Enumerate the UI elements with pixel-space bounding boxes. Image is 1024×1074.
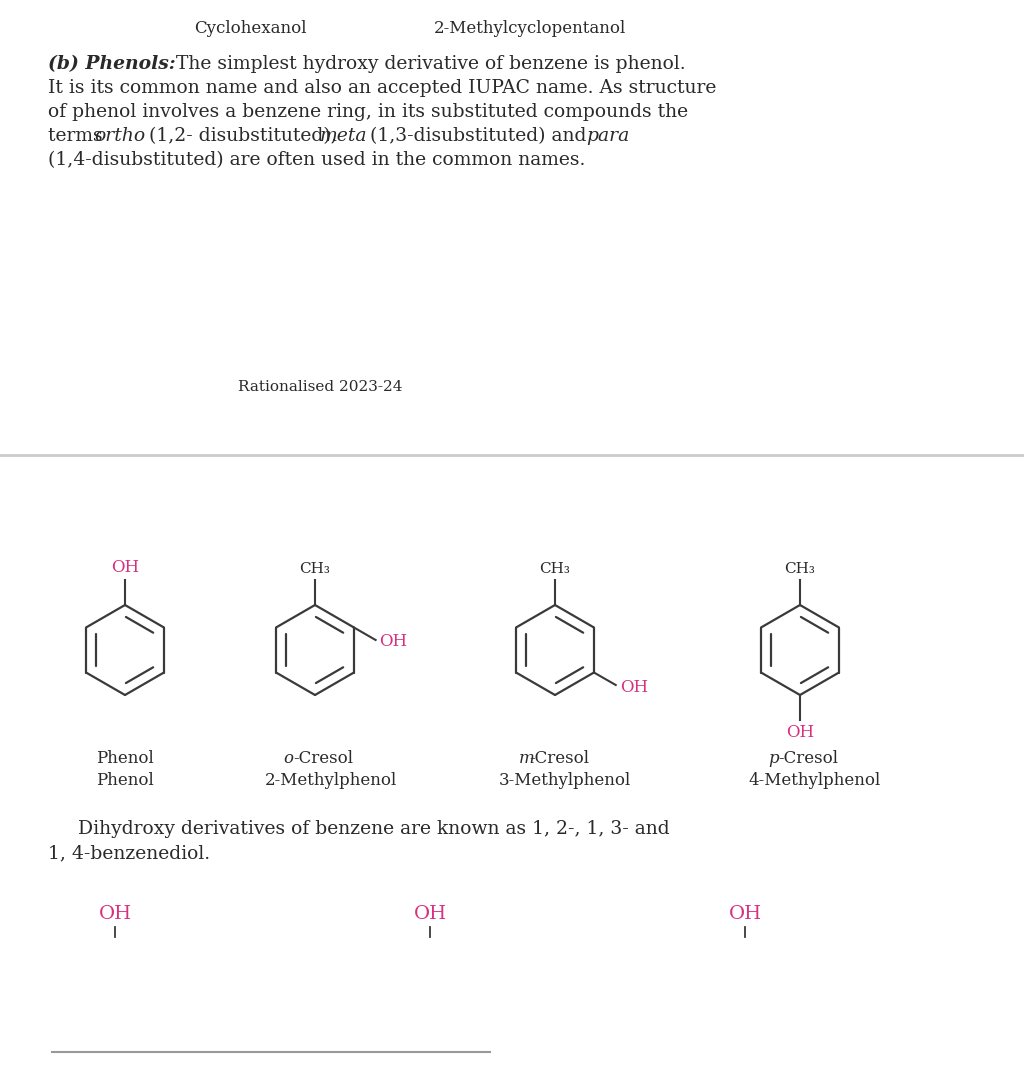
Text: p: p (768, 750, 778, 767)
Text: of phenol involves a benzene ring, in its substituted compounds the: of phenol involves a benzene ring, in it… (48, 103, 688, 121)
Text: (1,4-disubstituted) are often used in the common names.: (1,4-disubstituted) are often used in th… (48, 151, 586, 169)
Text: -Cresol: -Cresol (778, 750, 838, 767)
Text: (1,2- disubstituted),: (1,2- disubstituted), (143, 127, 343, 145)
Text: Phenol: Phenol (96, 772, 154, 789)
Text: 3-Methylphenol: 3-Methylphenol (499, 772, 631, 789)
Text: OH: OH (414, 905, 446, 923)
Text: OH: OH (111, 558, 139, 576)
Text: (1,3-disubstituted) and: (1,3-disubstituted) and (364, 127, 592, 145)
Text: Cyclohexanol: Cyclohexanol (194, 20, 306, 37)
Text: OH: OH (786, 724, 814, 741)
Text: OH: OH (728, 905, 762, 923)
Text: 4-Methylphenol: 4-Methylphenol (748, 772, 881, 789)
Text: CH₃: CH₃ (540, 562, 570, 576)
Text: OH: OH (620, 679, 648, 696)
Text: Rationalised 2023-24: Rationalised 2023-24 (238, 380, 402, 394)
Text: (b) Phenols:: (b) Phenols: (48, 55, 176, 73)
Text: m: m (519, 750, 535, 767)
Text: terms: terms (48, 127, 109, 145)
Text: CH₃: CH₃ (300, 562, 331, 576)
Text: para: para (586, 127, 630, 145)
Text: The simplest hydroxy derivative of benzene is phenol.: The simplest hydroxy derivative of benze… (176, 55, 686, 73)
Text: CH₃: CH₃ (784, 562, 815, 576)
Text: -Cresol: -Cresol (529, 750, 589, 767)
Text: o: o (283, 750, 293, 767)
Text: Phenol: Phenol (96, 750, 154, 767)
Text: 2-Methylphenol: 2-Methylphenol (265, 772, 397, 789)
Text: -Cresol: -Cresol (293, 750, 353, 767)
Text: 1, 4-benzenediol.: 1, 4-benzenediol. (48, 844, 210, 862)
Text: It is its common name and also an accepted IUPAC name. As structure: It is its common name and also an accept… (48, 79, 717, 97)
Text: OH: OH (380, 634, 408, 651)
Text: OH: OH (98, 905, 131, 923)
Text: Dihydroxy derivatives of benzene are known as 1, 2-, 1, 3- and: Dihydroxy derivatives of benzene are kno… (78, 821, 670, 838)
Text: ortho: ortho (94, 127, 145, 145)
Text: meta: meta (319, 127, 368, 145)
Text: 2-Methylcyclopentanol: 2-Methylcyclopentanol (434, 20, 626, 37)
